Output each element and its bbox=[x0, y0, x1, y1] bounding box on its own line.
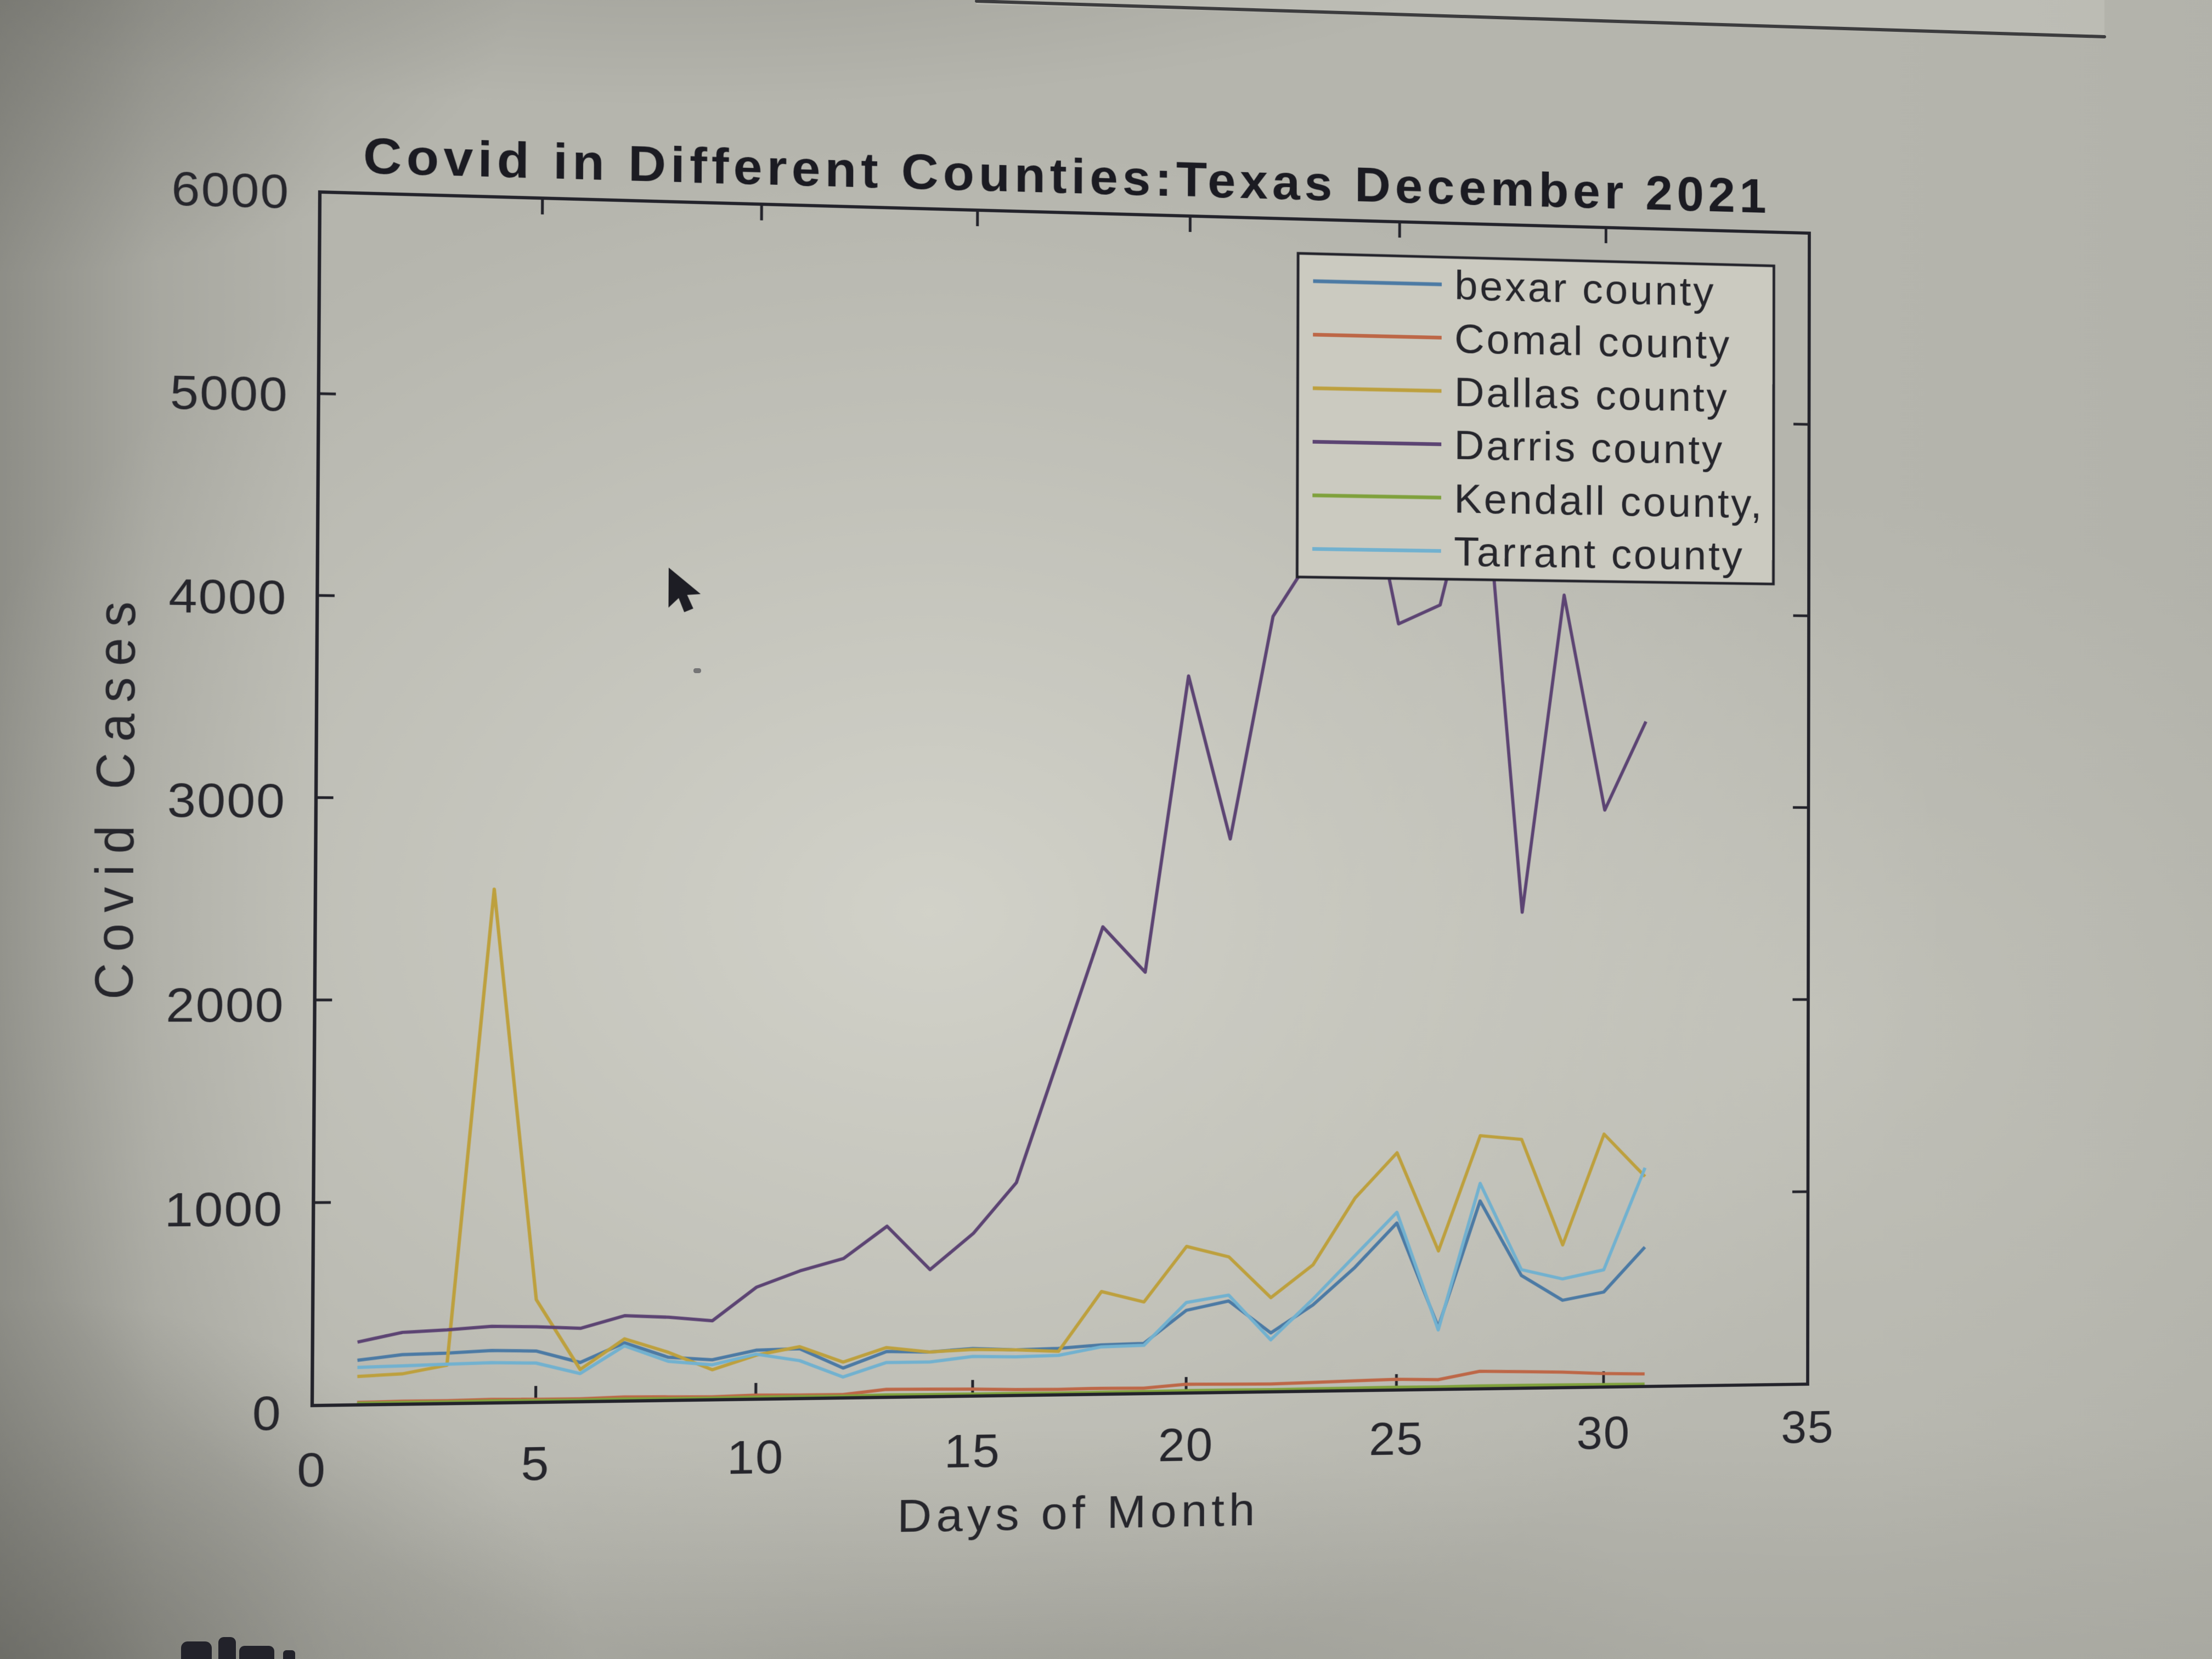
svg-text:bexar county: bexar county bbox=[1454, 263, 1716, 315]
svg-text:3000: 3000 bbox=[167, 774, 286, 828]
svg-text:35: 35 bbox=[1781, 1401, 1834, 1453]
svg-text:Kendall county,: Kendall county, bbox=[1454, 476, 1764, 527]
svg-text:Comal county: Comal county bbox=[1454, 316, 1731, 368]
svg-text:10: 10 bbox=[727, 1430, 785, 1485]
svg-text:4000: 4000 bbox=[168, 569, 287, 625]
svg-text:0: 0 bbox=[297, 1443, 326, 1497]
svg-text:30: 30 bbox=[1576, 1407, 1630, 1459]
svg-text:Darris county: Darris county bbox=[1454, 423, 1724, 473]
svg-text:0: 0 bbox=[252, 1386, 283, 1441]
svg-text:5: 5 bbox=[521, 1436, 550, 1491]
svg-text:6000: 6000 bbox=[171, 162, 290, 219]
svg-text:1000: 1000 bbox=[164, 1182, 283, 1237]
svg-text:Dallas county: Dallas county bbox=[1454, 370, 1729, 421]
svg-text:15: 15 bbox=[944, 1424, 1001, 1478]
svg-text:Days of Month: Days of Month bbox=[897, 1483, 1259, 1542]
svg-text:2000: 2000 bbox=[166, 978, 285, 1032]
svg-text:Covid Cases: Covid Cases bbox=[84, 590, 147, 1000]
svg-text:25: 25 bbox=[1369, 1412, 1424, 1465]
svg-text:5000: 5000 bbox=[170, 365, 289, 422]
svg-text:20: 20 bbox=[1158, 1418, 1214, 1471]
svg-text:Tarrant county: Tarrant county bbox=[1454, 529, 1745, 579]
svg-text:Covid in Different Counties:Te: Covid in Different Counties:Texas Decemb… bbox=[363, 128, 1771, 223]
